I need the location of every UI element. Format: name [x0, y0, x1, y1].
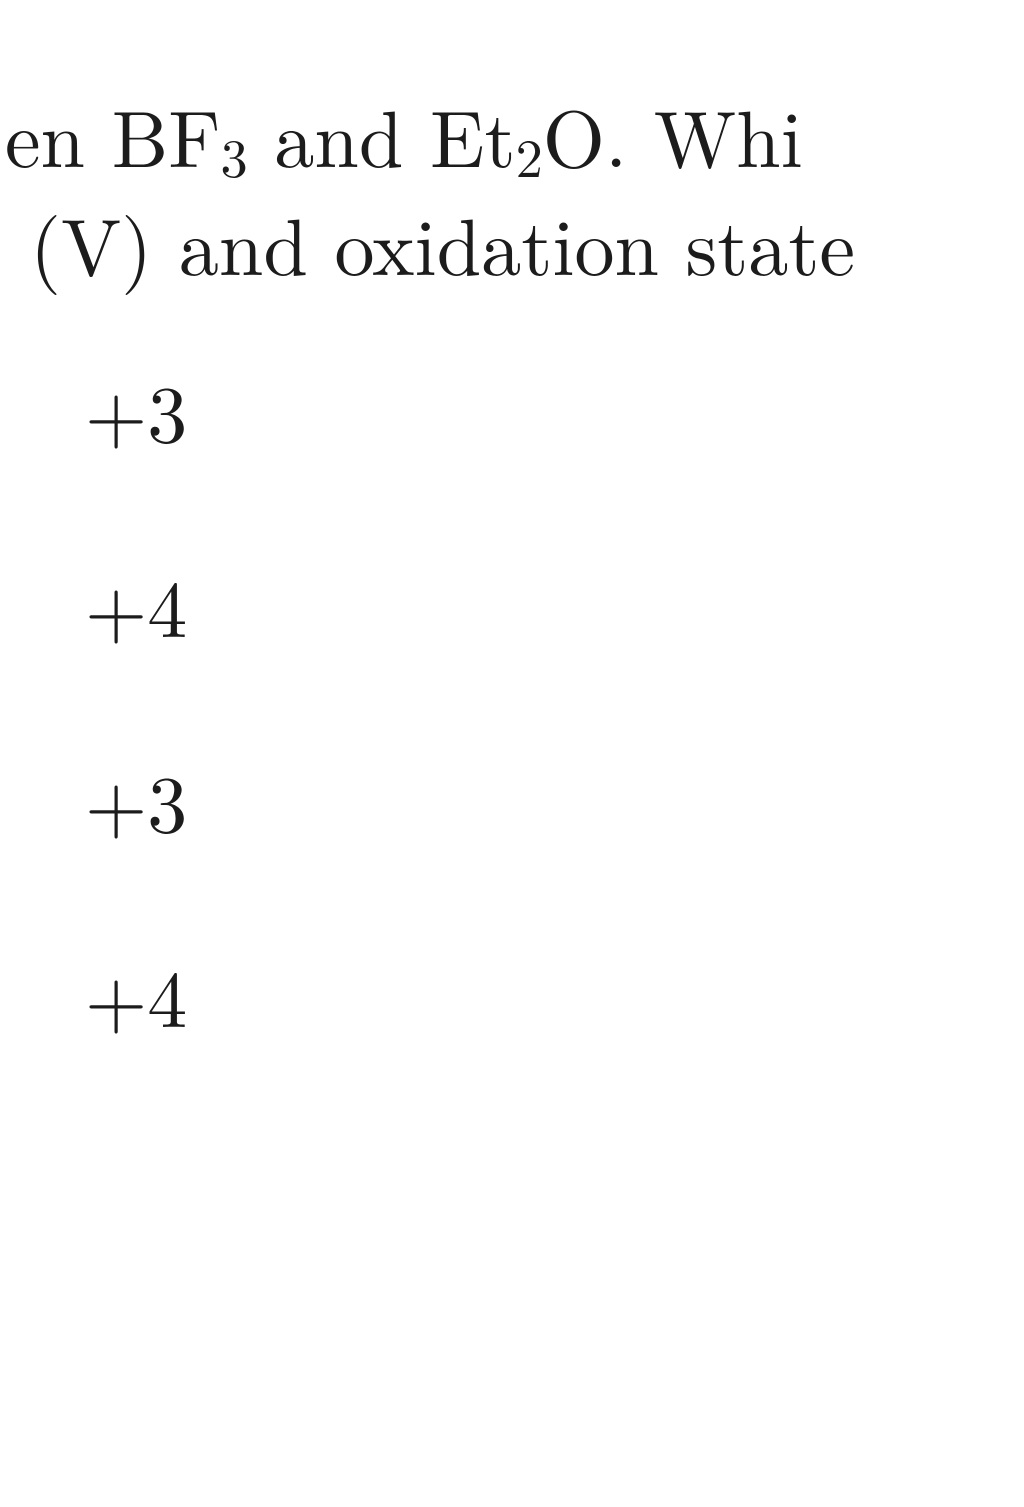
question-line-2: (V) and oxidation state: [30, 203, 855, 283]
question-line-1: en BF3 and Et2O. Whi: [5, 95, 803, 182]
subscript: 3: [221, 116, 248, 193]
text-fragment: (V) and oxidation state: [30, 186, 855, 299]
text-fragment: en BF: [5, 78, 221, 191]
subscript: 2: [516, 116, 543, 193]
option-3: +3: [85, 760, 187, 840]
option-2: +4: [85, 565, 187, 645]
text-fragment: O. Whi: [543, 78, 803, 191]
option-4: +4: [85, 955, 187, 1035]
page: en BF3 and Et2O. Whi (V) and oxidation s…: [0, 0, 1024, 1507]
text-fragment: and Et: [248, 78, 516, 191]
option-1: +3: [85, 370, 187, 450]
